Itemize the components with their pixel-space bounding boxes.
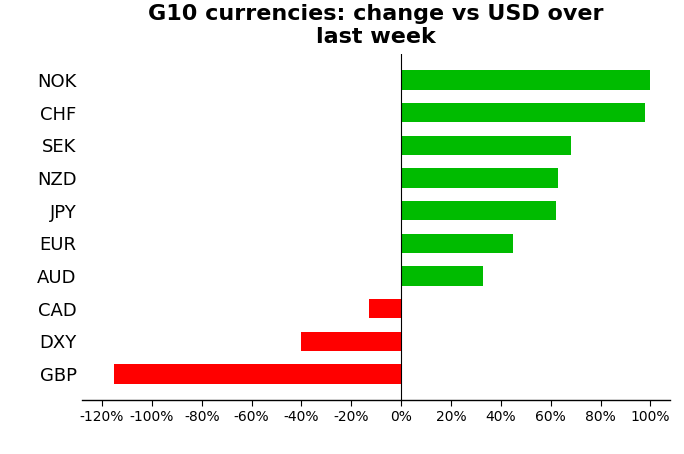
Bar <box>401 233 513 253</box>
Bar <box>401 135 570 155</box>
Bar <box>302 331 401 351</box>
Bar <box>401 103 646 123</box>
Bar <box>114 364 401 384</box>
Bar <box>401 168 558 188</box>
Bar <box>401 201 555 221</box>
Bar <box>369 299 401 319</box>
Bar <box>401 266 484 286</box>
Title: G10 currencies: change vs USD over
last week: G10 currencies: change vs USD over last … <box>148 4 604 47</box>
Bar <box>401 70 650 90</box>
